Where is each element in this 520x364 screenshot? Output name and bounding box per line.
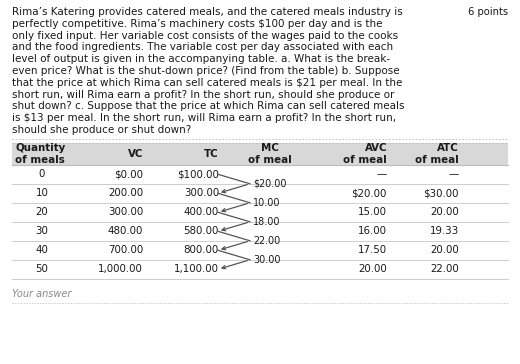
Text: 700.00: 700.00	[108, 245, 143, 255]
Bar	[12, 143, 508, 165]
Text: —: —	[377, 169, 387, 179]
Text: 20.00: 20.00	[358, 264, 387, 274]
Text: 580.00: 580.00	[184, 226, 219, 236]
Text: 15.00: 15.00	[358, 207, 387, 217]
Text: 22.00: 22.00	[253, 236, 280, 246]
Text: 800.00: 800.00	[184, 245, 219, 255]
Text: AVC
of meal: AVC of meal	[343, 143, 387, 165]
Text: 16.00: 16.00	[358, 226, 387, 236]
Text: TC: TC	[204, 149, 219, 159]
Text: 6 points: 6 points	[468, 7, 508, 17]
Text: 200.00: 200.00	[108, 188, 143, 198]
Text: $100.00: $100.00	[177, 169, 219, 179]
Text: Your answer: Your answer	[12, 289, 71, 299]
Text: 400.00: 400.00	[184, 207, 219, 217]
Text: 1,000.00: 1,000.00	[98, 264, 143, 274]
Text: level of output is given in the accompanying table. a. What is the break-: level of output is given in the accompan…	[12, 54, 390, 64]
Text: 20: 20	[36, 207, 48, 217]
Text: 300.00: 300.00	[184, 188, 219, 198]
Text: Quantity
of meals: Quantity of meals	[15, 143, 65, 165]
Text: 30.00: 30.00	[253, 255, 280, 265]
Text: Rima’s Katering provides catered meals, and the catered meals industry is: Rima’s Katering provides catered meals, …	[12, 7, 403, 17]
Text: 19.33: 19.33	[430, 226, 459, 236]
Text: 20.00: 20.00	[430, 207, 459, 217]
Text: is $13 per meal. In the short run, will Rima earn a profit? In the short run,: is $13 per meal. In the short run, will …	[12, 113, 396, 123]
Text: 10.00: 10.00	[253, 198, 280, 208]
Text: 40: 40	[35, 245, 48, 255]
Text: 0: 0	[39, 169, 45, 179]
Text: 1,100.00: 1,100.00	[174, 264, 219, 274]
Text: 17.50: 17.50	[358, 245, 387, 255]
Text: $20.00: $20.00	[253, 179, 287, 189]
Text: —: —	[449, 169, 459, 179]
Text: perfectly competitive. Rima’s machinery costs $100 per day and is the: perfectly competitive. Rima’s machinery …	[12, 19, 383, 29]
Text: $30.00: $30.00	[423, 188, 459, 198]
Text: 18.00: 18.00	[253, 217, 280, 227]
Text: ATC
of meal: ATC of meal	[415, 143, 459, 165]
Text: should she produce or shut down?: should she produce or shut down?	[12, 125, 191, 135]
Text: even price? What is the shut-down price? (Find from the table) b. Suppose: even price? What is the shut-down price?…	[12, 66, 400, 76]
Text: $20.00: $20.00	[352, 188, 387, 198]
Text: shut down? c. Suppose that the price at which Rima can sell catered meals: shut down? c. Suppose that the price at …	[12, 102, 405, 111]
Text: 30: 30	[35, 226, 48, 236]
Text: that the price at which Rima can sell catered meals is $21 per meal. In the: that the price at which Rima can sell ca…	[12, 78, 402, 88]
Text: 22.00: 22.00	[430, 264, 459, 274]
Text: $0.00: $0.00	[114, 169, 143, 179]
Text: MC
of meal: MC of meal	[248, 143, 292, 165]
Text: short run, will Rima earn a profit? In the short run, should she produce or: short run, will Rima earn a profit? In t…	[12, 90, 394, 100]
Text: VC: VC	[127, 149, 143, 159]
Text: 480.00: 480.00	[108, 226, 143, 236]
Text: and the food ingredients. The variable cost per day associated with each: and the food ingredients. The variable c…	[12, 42, 393, 52]
Text: 10: 10	[35, 188, 48, 198]
Text: 20.00: 20.00	[430, 245, 459, 255]
Text: only fixed input. Her variable cost consists of the wages paid to the cooks: only fixed input. Her variable cost cons…	[12, 31, 398, 41]
Text: 50: 50	[35, 264, 48, 274]
Text: 300.00: 300.00	[108, 207, 143, 217]
